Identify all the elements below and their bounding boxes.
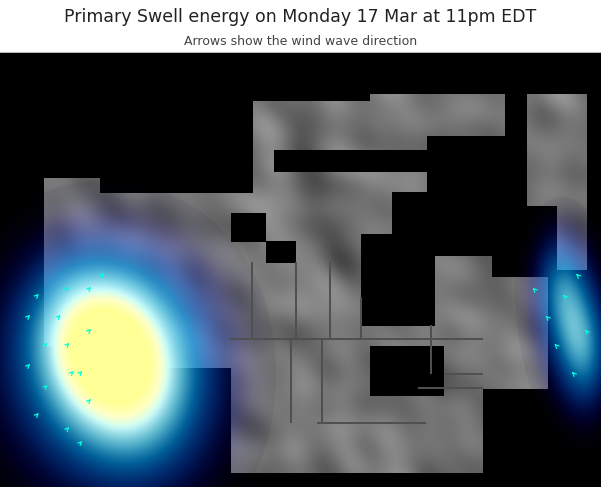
Text: Arrows show the wind wave direction: Arrows show the wind wave direction [184,35,417,48]
Text: Primary Swell energy on Monday 17 Mar at 11pm EDT: Primary Swell energy on Monday 17 Mar at… [64,8,537,26]
